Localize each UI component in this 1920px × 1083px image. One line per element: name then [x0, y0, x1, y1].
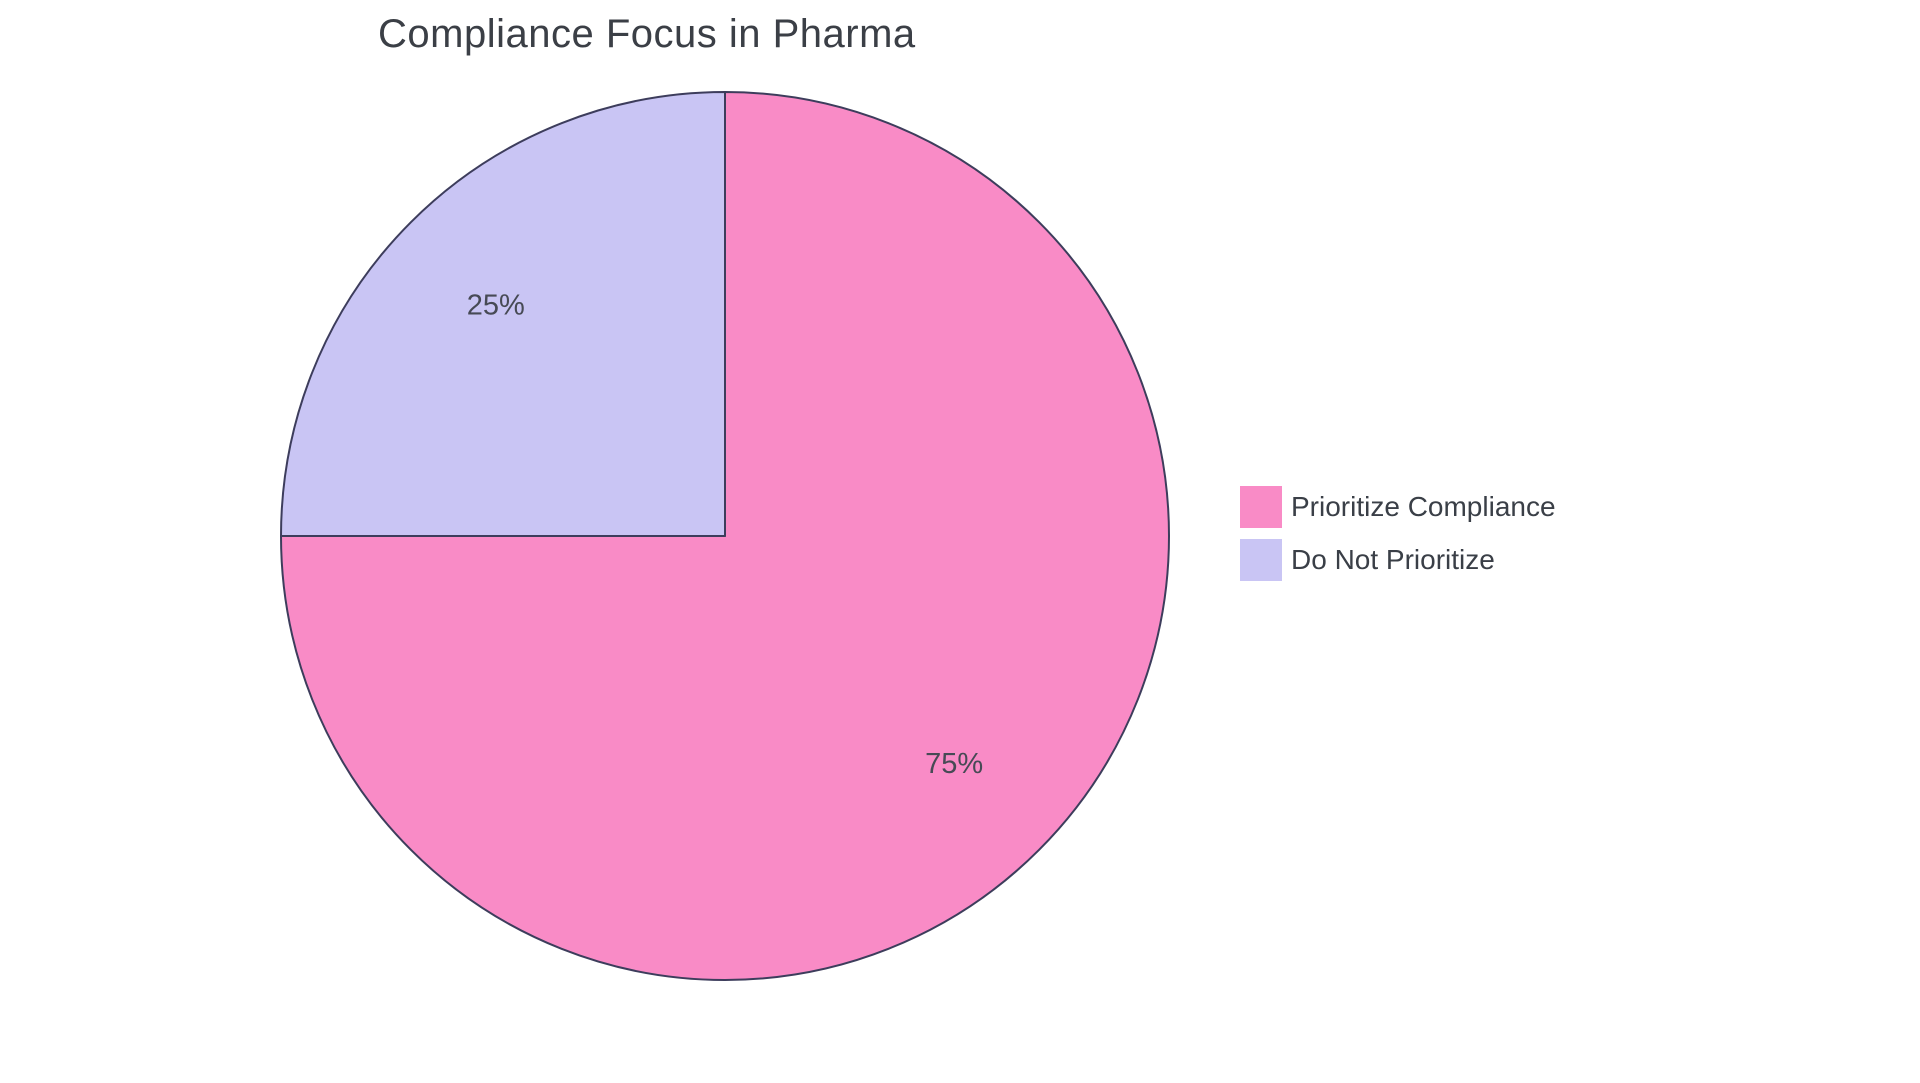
legend-label-do-not-prioritize: Do Not Prioritize	[1291, 544, 1495, 575]
legend-swatch-do-not-prioritize	[1240, 539, 1282, 581]
slice-percent-label-do-not-prioritize: 25%	[467, 289, 525, 321]
legend-item-prioritize-compliance[interactable]: Prioritize Compliance	[1240, 486, 1556, 528]
legend-label-prioritize-compliance: Prioritize Compliance	[1291, 491, 1556, 522]
chart-title: Compliance Focus in Pharma	[378, 12, 916, 56]
legend-item-do-not-prioritize[interactable]: Do Not Prioritize	[1240, 539, 1556, 581]
slice-percent-label-prioritize-compliance: 75%	[925, 748, 983, 780]
pie-slice-do-not-prioritize[interactable]	[280, 91, 726, 537]
legend-swatch-prioritize-compliance	[1240, 486, 1282, 528]
legend: Prioritize Compliance Do Not Prioritize	[1240, 486, 1556, 581]
